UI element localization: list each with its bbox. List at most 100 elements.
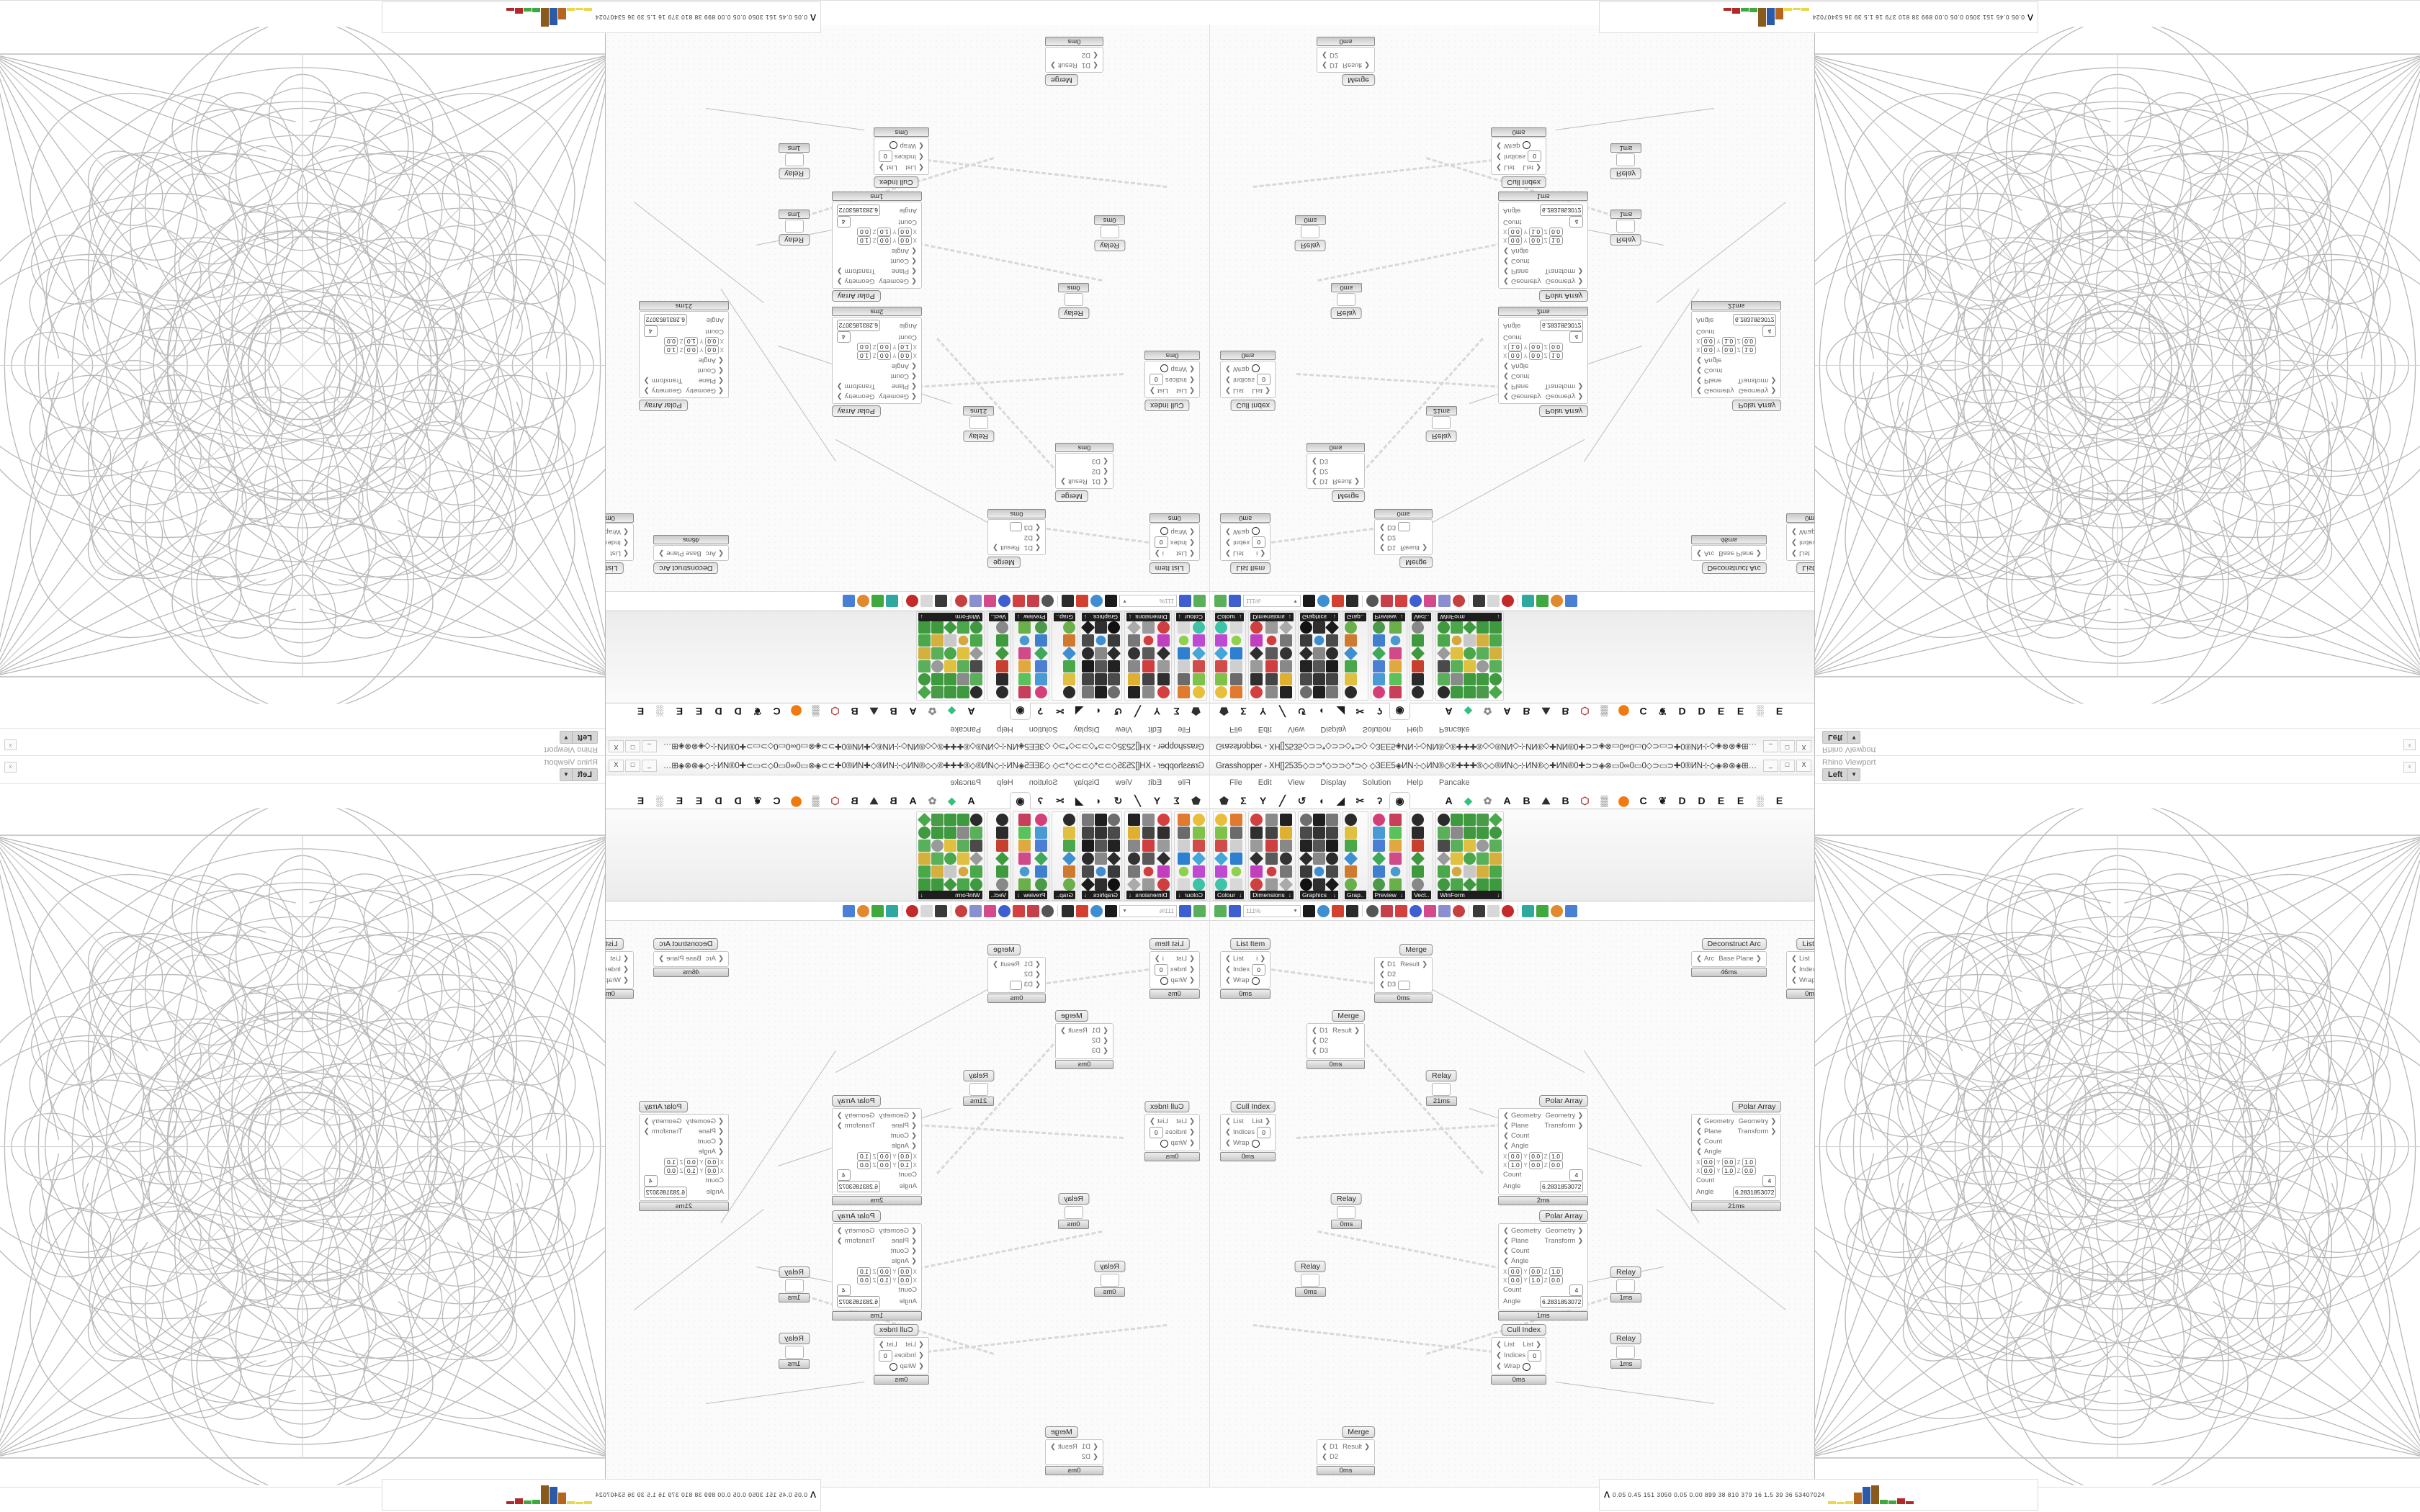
ribbon-component-icon[interactable] <box>1299 865 1312 878</box>
profiler-icon[interactable] <box>1346 904 1358 917</box>
zoom-level-box[interactable]: 111% ▼ <box>1119 595 1177 608</box>
node-title[interactable]: Polar Array <box>1732 1101 1782 1112</box>
ribbon-component-icon[interactable] <box>1325 814 1338 826</box>
node-param-row[interactable]: ❮ Wrap <box>1225 1138 1270 1148</box>
ribbon-group-label[interactable]: Vect.. <box>1412 891 1432 899</box>
node-param-row[interactable]: ❮ D1 Result ❯ <box>992 960 1041 970</box>
ribbon-component-icon[interactable] <box>1451 852 1464 865</box>
ribbon-brush-icon[interactable]: ╱ <box>1279 706 1286 718</box>
ribbon-component-icon[interactable] <box>1082 852 1095 865</box>
node-param-row[interactable]: ❮ Indices 0 <box>1225 1127 1271 1138</box>
ribbon-component-icon[interactable] <box>1191 851 1206 866</box>
node-param-row[interactable]: ❮ D1 Result ❯ <box>1322 60 1370 70</box>
node-input-pin[interactable]: ❮ <box>911 267 917 275</box>
node-title[interactable]: Polar Array <box>1539 290 1589 302</box>
close-button[interactable]: X <box>609 740 624 753</box>
ribbon-component-icon[interactable] <box>1437 851 1451 866</box>
chevron-down-icon[interactable]: ▼ <box>560 732 573 743</box>
ribbon-component-icon[interactable] <box>1250 621 1263 634</box>
node-input-pin[interactable]: ❮ <box>1791 966 1797 973</box>
ribbon-tab-orange-dot-icon[interactable]: ⬤ <box>1618 794 1630 806</box>
node-param-row[interactable]: ❮ Angle <box>837 246 917 256</box>
ribbon-group-more-icon[interactable]: ↓ <box>1399 613 1404 621</box>
canvas-node[interactable]: Polar Array ❮ Geometry Geometry ❯ ❮ Plane Trans… <box>1691 301 1782 413</box>
ribbon-component-icon[interactable] <box>1193 827 1205 839</box>
angle-value[interactable]: 6.2831853072 <box>1540 320 1584 331</box>
ribbon-tab-mountain-icon[interactable]: ⛰ <box>869 706 879 718</box>
node-param-value[interactable] <box>1009 980 1022 990</box>
sphere-red-icon[interactable] <box>906 595 918 608</box>
node-output-pin[interactable]: ❯ <box>1577 277 1584 285</box>
ribbon-component-icon[interactable] <box>944 840 956 852</box>
node-output-pin[interactable]: ❯ <box>1059 477 1066 485</box>
node-output-pin[interactable]: ❯ <box>1049 61 1056 69</box>
ribbon-component-icon[interactable] <box>1265 840 1278 852</box>
node-param-row[interactable]: ❮ Plane Transform ❯ <box>837 381 917 391</box>
ribbon-component-icon[interactable] <box>931 840 944 852</box>
ribbon-component-icon[interactable] <box>1018 852 1031 865</box>
ribbon-component-icon[interactable] <box>1489 812 1503 827</box>
ribbon-group-more-icon[interactable]: ↓ <box>1016 891 1021 899</box>
node-input-pin[interactable]: ❮ <box>718 366 724 374</box>
node-input-pin[interactable]: ❮ <box>1503 1257 1509 1265</box>
ribbon-component-icon[interactable] <box>1095 840 1108 852</box>
ribbon-group-label[interactable]: Vect.. <box>1412 613 1432 621</box>
zoom-level-box[interactable]: 111% ▼ <box>1243 595 1301 608</box>
ribbon-component-icon[interactable] <box>1372 840 1385 852</box>
node-input-pin[interactable]: ❮ <box>1503 247 1509 255</box>
ribbon-component-icon[interactable] <box>1438 840 1451 852</box>
ribbon-component-icon[interactable] <box>1250 851 1264 866</box>
node-input-pin[interactable]: ❮ <box>1696 1128 1702 1135</box>
node-param-row[interactable]: ❮ Geometry Geometry ❯ <box>644 1117 724 1127</box>
node-input-pin[interactable]: ❮ <box>1035 960 1041 968</box>
taskbar-bottom[interactable]: ☢◢●●▤▥64●■ ☢◢●●▤▥64●■ <box>0 1487 2420 1512</box>
ribbon-component-icon[interactable] <box>1093 864 1108 879</box>
node-param-row[interactable]: ❮ Wrap <box>1225 364 1270 374</box>
ribbon-component-icon[interactable] <box>1250 673 1263 685</box>
node-output-pin[interactable]: ❯ <box>1770 1128 1777 1135</box>
ribbon-component-icon[interactable] <box>1063 621 1076 634</box>
ribbon-component-icon[interactable] <box>1082 686 1095 698</box>
ribbon-component-icon[interactable] <box>1178 660 1191 672</box>
open-file-icon[interactable] <box>1214 904 1227 917</box>
sphere-red-icon[interactable] <box>1502 595 1514 608</box>
ribbon-tab-orange-dot-icon[interactable]: ⬤ <box>790 706 802 718</box>
plane-z-x-value[interactable]: 0.0 <box>897 1276 912 1284</box>
magnifier-icon[interactable] <box>998 904 1010 917</box>
sphere-blue-icon[interactable] <box>1565 904 1577 917</box>
node-boolean-toggle[interactable] <box>1522 141 1531 150</box>
menu-item-display[interactable]: Display <box>1320 725 1347 734</box>
node-input-pin[interactable]: ❮ <box>1225 549 1231 557</box>
ribbon-component-icon[interactable] <box>1108 840 1121 852</box>
node-body[interactable]: ❮ D1 Result ❯ ❮ D2 ❮ D3 <box>1374 519 1433 555</box>
node-param-row[interactable]: ❮ List List ❯ <box>879 162 924 172</box>
ribbon-component-icon[interactable] <box>1142 621 1155 634</box>
ribbon-component-icon[interactable] <box>1476 878 1489 891</box>
close-button[interactable]: X <box>609 759 624 772</box>
node-body[interactable]: ❮ Geometry Geometry ❯ ❮ Plane Transform ❯ ❮ Count… <box>1691 311 1782 398</box>
node-input-pin[interactable]: ❮ <box>1189 387 1195 395</box>
plane-z-z-value[interactable]: 0.0 <box>1549 228 1563 236</box>
node-param-row[interactable]: ❮ D1 Result ❯ <box>1379 960 1428 970</box>
node-input-pin[interactable]: ❮ <box>1225 528 1231 536</box>
node-output-pin[interactable]: ❯ <box>1536 163 1542 171</box>
ribbon-component-icon[interactable] <box>1325 877 1340 892</box>
node-title[interactable]: Cull Index <box>1144 400 1190 411</box>
node-param-row[interactable]: ❮ D3 <box>1379 980 1428 990</box>
plane-o-z-value[interactable]: 1.0 <box>857 236 871 245</box>
ribbon-component-icon[interactable] <box>956 660 969 672</box>
menu-item-view[interactable]: View <box>1287 778 1305 787</box>
node-param-row[interactable]: ❮ Angle <box>644 1147 724 1157</box>
node-output-pin[interactable]: ❯ <box>1154 955 1160 963</box>
node-input-pin[interactable]: ❮ <box>718 1138 724 1146</box>
plane-o-y-value[interactable]: 0.0 <box>1721 346 1736 354</box>
ribbon-component-icon[interactable] <box>1142 686 1155 698</box>
node-title[interactable]: Relay <box>1094 240 1126 251</box>
ribbon-tab-e3[interactable]: E <box>637 795 645 806</box>
node-plane-widget[interactable]: X 0.0 Y 0.0 Z 1.0 <box>837 1267 917 1276</box>
node-body[interactable]: ❮ Geometry Geometry ❯ ❮ Plane Transform ❯ ❮ Count… <box>1498 1223 1589 1310</box>
help-box-icon[interactable] <box>1424 595 1436 608</box>
